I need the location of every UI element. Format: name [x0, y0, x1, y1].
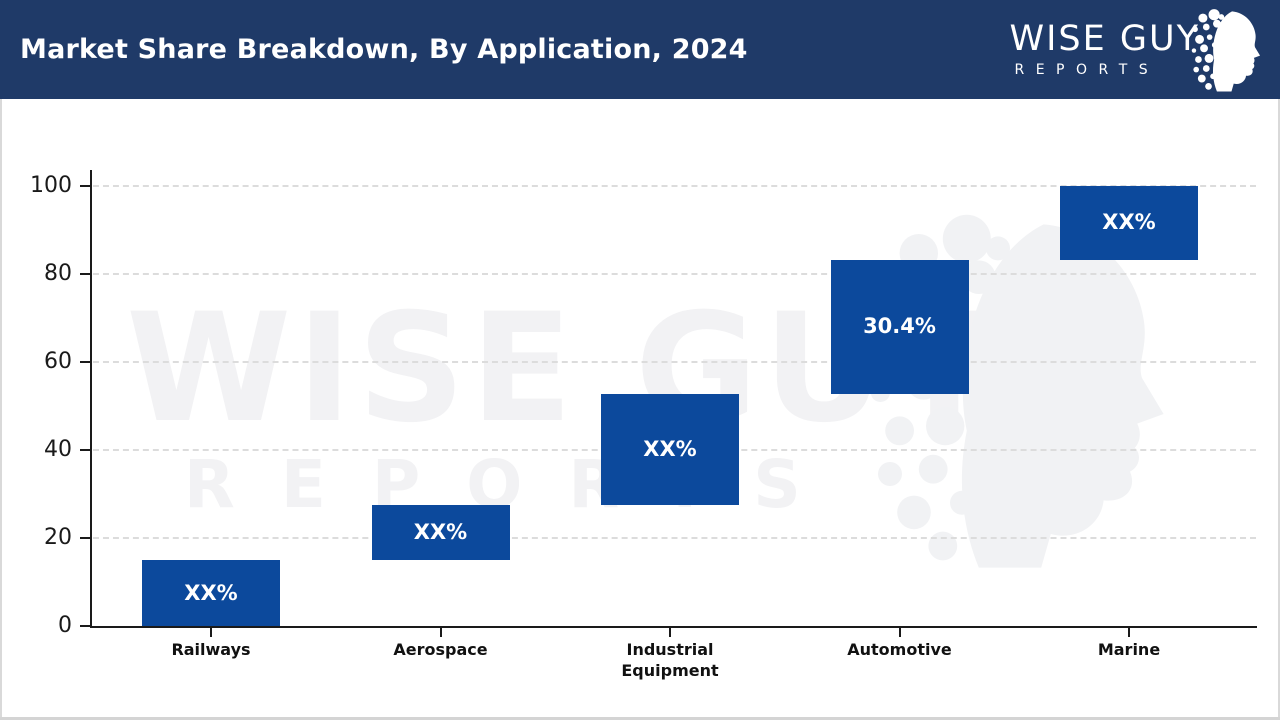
x-tick: [439, 628, 442, 637]
y-tick: [80, 625, 90, 627]
logo-subtext: REPORTS: [1014, 62, 1160, 78]
logo-wordmark: WISE GUY: [1009, 19, 1200, 59]
y-tick: [80, 537, 90, 539]
y-axis-tick-label: 40: [44, 437, 72, 462]
page-border-right: [1278, 99, 1280, 720]
bar-value-label: XX%: [184, 580, 238, 605]
watermark-subtext: REPORTS: [184, 446, 847, 523]
y-tick: [80, 449, 90, 451]
bar-aerospace: XX%: [371, 504, 510, 560]
x-axis-label: Marine: [1097, 640, 1161, 659]
bar-marine: XX%: [1060, 186, 1198, 260]
x-axis-label: Railways: [171, 640, 251, 659]
x-tick: [669, 628, 671, 637]
y-gridline: [93, 273, 1256, 275]
y-axis-tick-label: 80: [44, 261, 72, 286]
y-axis-line: [90, 170, 92, 628]
y-gridline: [93, 185, 1256, 187]
brand-logo: WISE GUY REPORTS: [1009, 6, 1266, 94]
y-axis-tick-label: 0: [58, 613, 72, 638]
page-border-left: [0, 99, 2, 720]
wiseguy-head-icon: [1191, 9, 1261, 92]
y-axis-tick-label: 60: [44, 349, 72, 374]
y-tick: [80, 273, 90, 275]
y-gridline: [93, 361, 1256, 363]
y-gridline: [93, 537, 1256, 539]
x-tick: [210, 628, 212, 637]
page-title: Market Share Breakdown, By Application, …: [20, 34, 748, 65]
page-border-bottom: [0, 717, 1280, 720]
bar-value-label: XX%: [1102, 210, 1156, 235]
x-axis-label: Aerospace: [393, 640, 488, 659]
y-axis-tick-label: 100: [30, 173, 72, 198]
bar-value-label: XX%: [413, 519, 468, 544]
y-tick: [80, 185, 90, 187]
x-axis-label: Automotive: [847, 640, 952, 659]
y-tick: [80, 361, 90, 363]
y-axis-tick-label: 20: [44, 525, 72, 550]
x-tick: [898, 628, 901, 637]
bar-value-label: 30.4%: [863, 314, 936, 339]
x-tick: [1128, 628, 1130, 637]
x-axis-label: Industrial Equipment: [621, 640, 719, 681]
bar-industrial-equipment: XX%: [601, 393, 739, 505]
bar-value-label: XX%: [643, 436, 697, 461]
bar-railways: XX%: [142, 560, 280, 626]
logo-text: WISE GUY REPORTS: [1009, 19, 1200, 79]
bar-automotive: 30.4%: [830, 259, 969, 394]
header: Market Share Breakdown, By Application, …: [0, 0, 1280, 99]
x-axis-line: [90, 626, 1257, 628]
